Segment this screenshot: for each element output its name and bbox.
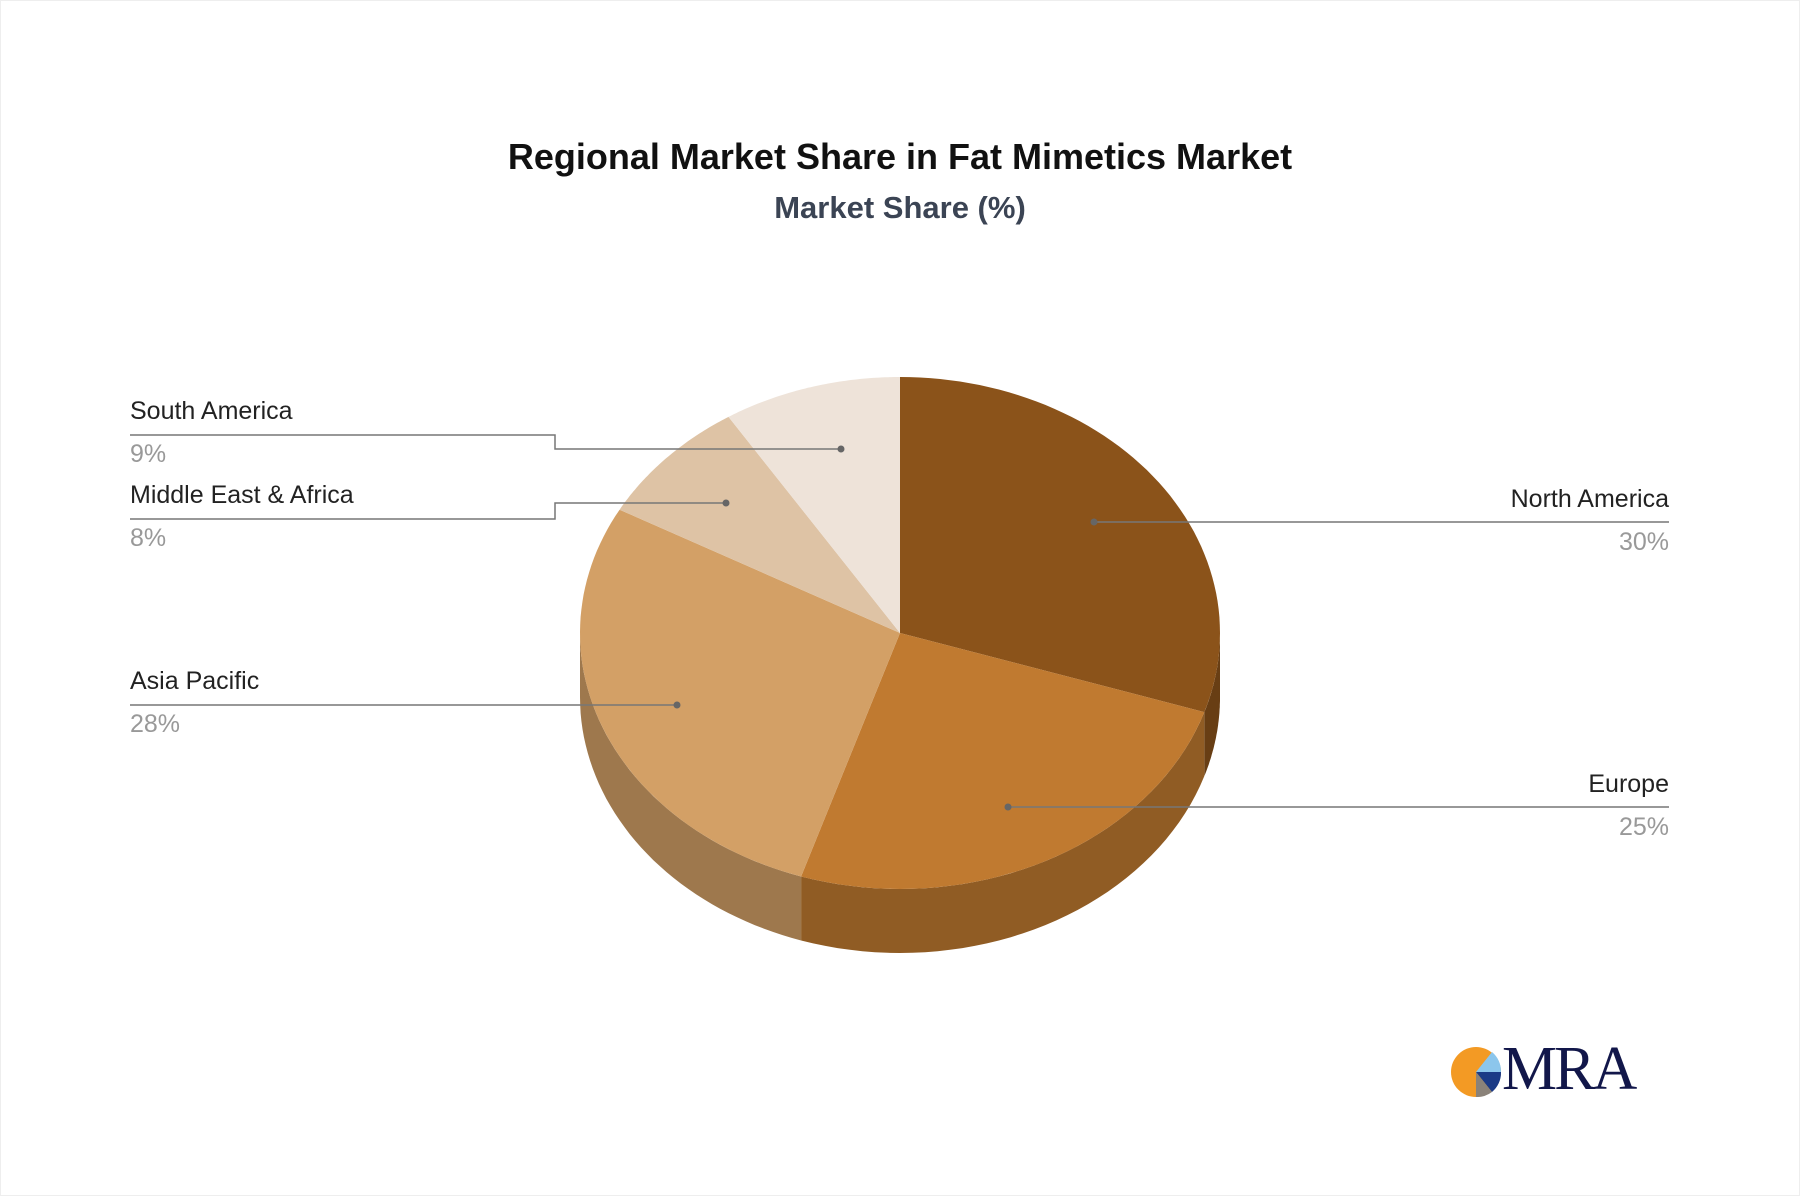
pie-side-asia-pacific: [580, 633, 802, 941]
pie-slice-middle-east-africa: [619, 416, 900, 633]
leader-dot-europe: [1004, 803, 1012, 811]
label-south-america: South America: [130, 397, 293, 425]
mra-logo: MRA: [1450, 1035, 1640, 1103]
leader-line-middle-east-africa: [130, 502, 726, 520]
label-asia-pacific: Asia Pacific: [130, 667, 260, 695]
label-middle-east-africa: Middle East & Africa: [130, 481, 354, 509]
logo-text: MRA: [1502, 1035, 1637, 1103]
label-europe: Europe: [1588, 770, 1669, 798]
pie-slice-south-america: [728, 377, 900, 633]
pie-side-europe: [801, 712, 1205, 953]
value-middle-east-africa: 8%: [130, 524, 167, 552]
value-south-america: 9%: [130, 440, 167, 468]
value-north-america: 30%: [1618, 528, 1669, 556]
pie-slice-north-america: [900, 377, 1220, 713]
chart-subtitle: Market Share (%): [774, 190, 1026, 225]
chart-title: Regional Market Share in Fat Mimetics Ma…: [507, 136, 1293, 177]
value-asia-pacific: 28%: [130, 710, 181, 738]
pie-slice-asia-pacific: [580, 509, 900, 877]
logo-pie-icon: [1451, 1047, 1502, 1098]
value-europe: 25%: [1618, 813, 1669, 841]
leader-dot-middle-east-africa: [722, 499, 730, 507]
pie-side-north-america: [1204, 633, 1220, 777]
label-north-america: North America: [1510, 485, 1669, 513]
leader-line-south-america: [130, 434, 841, 450]
pie-slice-europe: [801, 633, 1205, 889]
leader-dot-asia-pacific: [673, 701, 681, 709]
leader-dot-south-america: [837, 445, 845, 453]
leader-dot-north-america: [1090, 518, 1098, 526]
